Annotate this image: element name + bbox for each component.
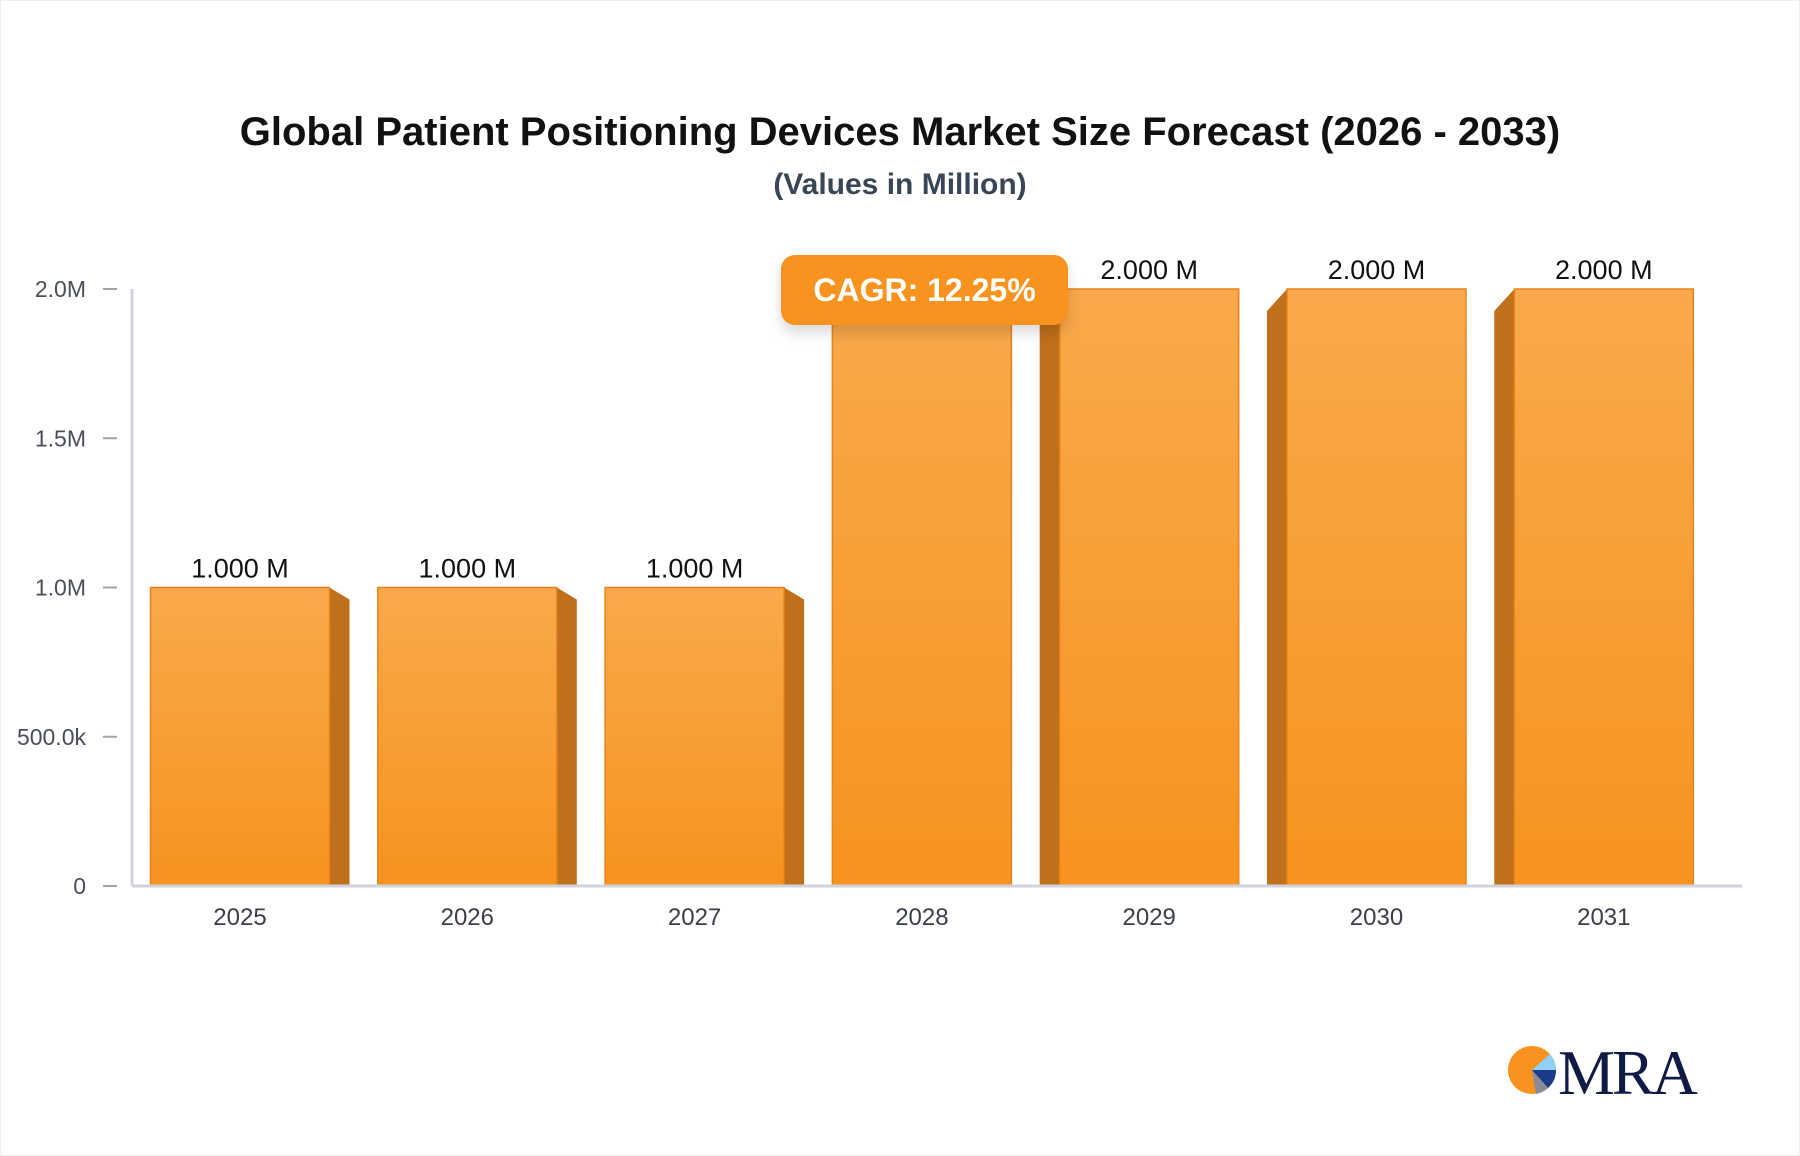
bar-side [1494,289,1515,886]
x-tick-label: 2026 [441,904,494,931]
bar-2031 [1513,288,1695,887]
data-label: 2.000 M [1328,255,1426,285]
bar-2025 [149,586,331,887]
bar-2027 [604,586,785,887]
bar-side [784,587,805,886]
x-tick-label: 2029 [1123,904,1176,931]
bar-side [1039,289,1060,886]
bar-2026 [377,586,558,887]
y-tick-label: 1.0M [35,575,86,601]
x-tick-label: 2028 [895,904,948,931]
logo-text: MRA [1558,1037,1698,1108]
cagr-badge: CAGR: 12.25% [781,255,1068,325]
bar-side [1267,289,1287,886]
x-tick-label: 2031 [1577,904,1630,931]
bar-side [329,587,350,886]
y-tick-label: 0 [73,873,86,899]
x-tick-label: 2025 [213,904,266,931]
data-label: 1.000 M [419,554,517,584]
pie-logo-icon [1508,1046,1557,1094]
bar-2030 [1286,288,1467,887]
data-label: 1.000 M [191,554,289,584]
bar-2029 [1058,288,1240,887]
data-label: 1.000 M [646,554,744,584]
bar-2028 [831,288,1013,887]
mra-logo: MRA [1506,1037,1706,1108]
x-tick-label: 2027 [668,904,721,931]
y-tick-label: 2.0M [35,276,86,302]
data-label: 2.000 M [1555,255,1653,285]
y-tick-label: 500.0k [17,724,87,750]
x-tick-label: 2030 [1350,904,1403,931]
chart-subtitle: (Values in Million) [773,168,1027,201]
y-tick-label: 1.5M [35,425,86,451]
bar-side [556,587,577,886]
chart-title: Global Patient Positioning Devices Marke… [239,110,1561,154]
data-label: 2.000 M [1100,255,1198,285]
